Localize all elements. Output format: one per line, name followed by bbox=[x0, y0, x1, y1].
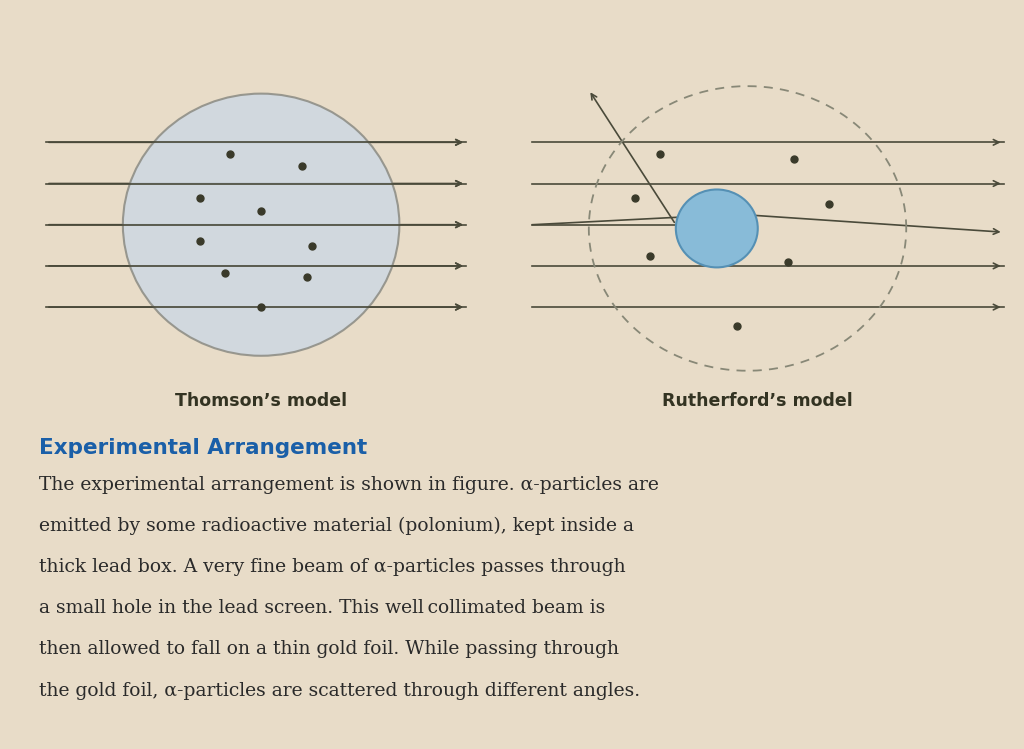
Text: Experimental Arrangement: Experimental Arrangement bbox=[39, 438, 368, 458]
Ellipse shape bbox=[676, 189, 758, 267]
Text: The experimental arrangement is shown in figure. α-particles are: The experimental arrangement is shown in… bbox=[39, 476, 658, 494]
Ellipse shape bbox=[123, 94, 399, 356]
Text: Thomson’s model: Thomson’s model bbox=[175, 392, 347, 410]
Text: a small hole in the lead screen. This well collimated beam is: a small hole in the lead screen. This we… bbox=[39, 599, 605, 617]
Text: then allowed to fall on a thin gold foil. While passing through: then allowed to fall on a thin gold foil… bbox=[39, 640, 618, 658]
Text: Rutherford’s model: Rutherford’s model bbox=[663, 392, 853, 410]
Text: emitted by some radioactive material (polonium), kept inside a: emitted by some radioactive material (po… bbox=[39, 517, 634, 535]
Text: the gold foil, α-particles are scattered through different angles.: the gold foil, α-particles are scattered… bbox=[39, 682, 640, 700]
Text: thick lead box. A very fine beam of α-particles passes through: thick lead box. A very fine beam of α-pa… bbox=[39, 558, 626, 576]
